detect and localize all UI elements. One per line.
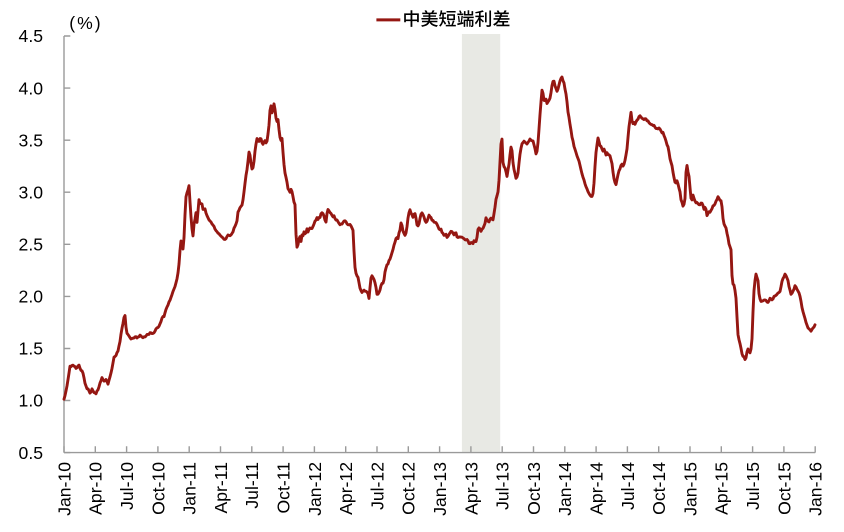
svg-text:Jul-10: Jul-10 <box>117 462 137 510</box>
svg-text:Apr-15: Apr-15 <box>712 462 732 515</box>
svg-text:1.0: 1.0 <box>19 391 44 411</box>
svg-text:Jul-11: Jul-11 <box>242 462 262 509</box>
svg-text:4.0: 4.0 <box>19 78 44 98</box>
svg-text:Jul-14: Jul-14 <box>618 462 638 510</box>
svg-text:3.0: 3.0 <box>19 182 44 202</box>
svg-text:3.5: 3.5 <box>19 130 44 150</box>
svg-text:Oct-13: Oct-13 <box>524 462 544 515</box>
svg-text:1.5: 1.5 <box>19 339 44 359</box>
svg-text:Oct-10: Oct-10 <box>148 462 168 515</box>
svg-text:Oct-14: Oct-14 <box>649 462 669 515</box>
svg-text:Oct-12: Oct-12 <box>399 462 419 515</box>
svg-text:Jan-16: Jan-16 <box>806 462 826 516</box>
svg-text:4.5: 4.5 <box>19 26 44 46</box>
svg-text:Jul-15: Jul-15 <box>743 462 763 510</box>
svg-text:Jan-13: Jan-13 <box>430 462 450 516</box>
svg-text:Apr-11: Apr-11 <box>211 462 231 514</box>
svg-text:Jan-11: Jan-11 <box>180 462 200 515</box>
svg-text:Oct-11: Oct-11 <box>274 462 294 514</box>
svg-text:Jan-12: Jan-12 <box>305 462 325 516</box>
svg-text:2.0: 2.0 <box>19 287 44 307</box>
svg-text:Apr-14: Apr-14 <box>587 462 607 515</box>
svg-text:Apr-10: Apr-10 <box>86 462 106 515</box>
svg-text:Jul-13: Jul-13 <box>493 462 513 510</box>
svg-text:2.5: 2.5 <box>19 235 44 255</box>
svg-text:Jan-15: Jan-15 <box>680 462 700 516</box>
svg-text:0.5: 0.5 <box>19 443 44 463</box>
svg-text:Jul-12: Jul-12 <box>367 462 387 510</box>
svg-text:Jan-10: Jan-10 <box>54 462 74 516</box>
svg-text:(%): (%) <box>69 13 102 33</box>
svg-text:Apr-12: Apr-12 <box>336 462 356 515</box>
svg-text:Jan-14: Jan-14 <box>555 462 575 516</box>
svg-text:Apr-13: Apr-13 <box>461 462 481 515</box>
svg-text:Oct-15: Oct-15 <box>774 462 794 515</box>
